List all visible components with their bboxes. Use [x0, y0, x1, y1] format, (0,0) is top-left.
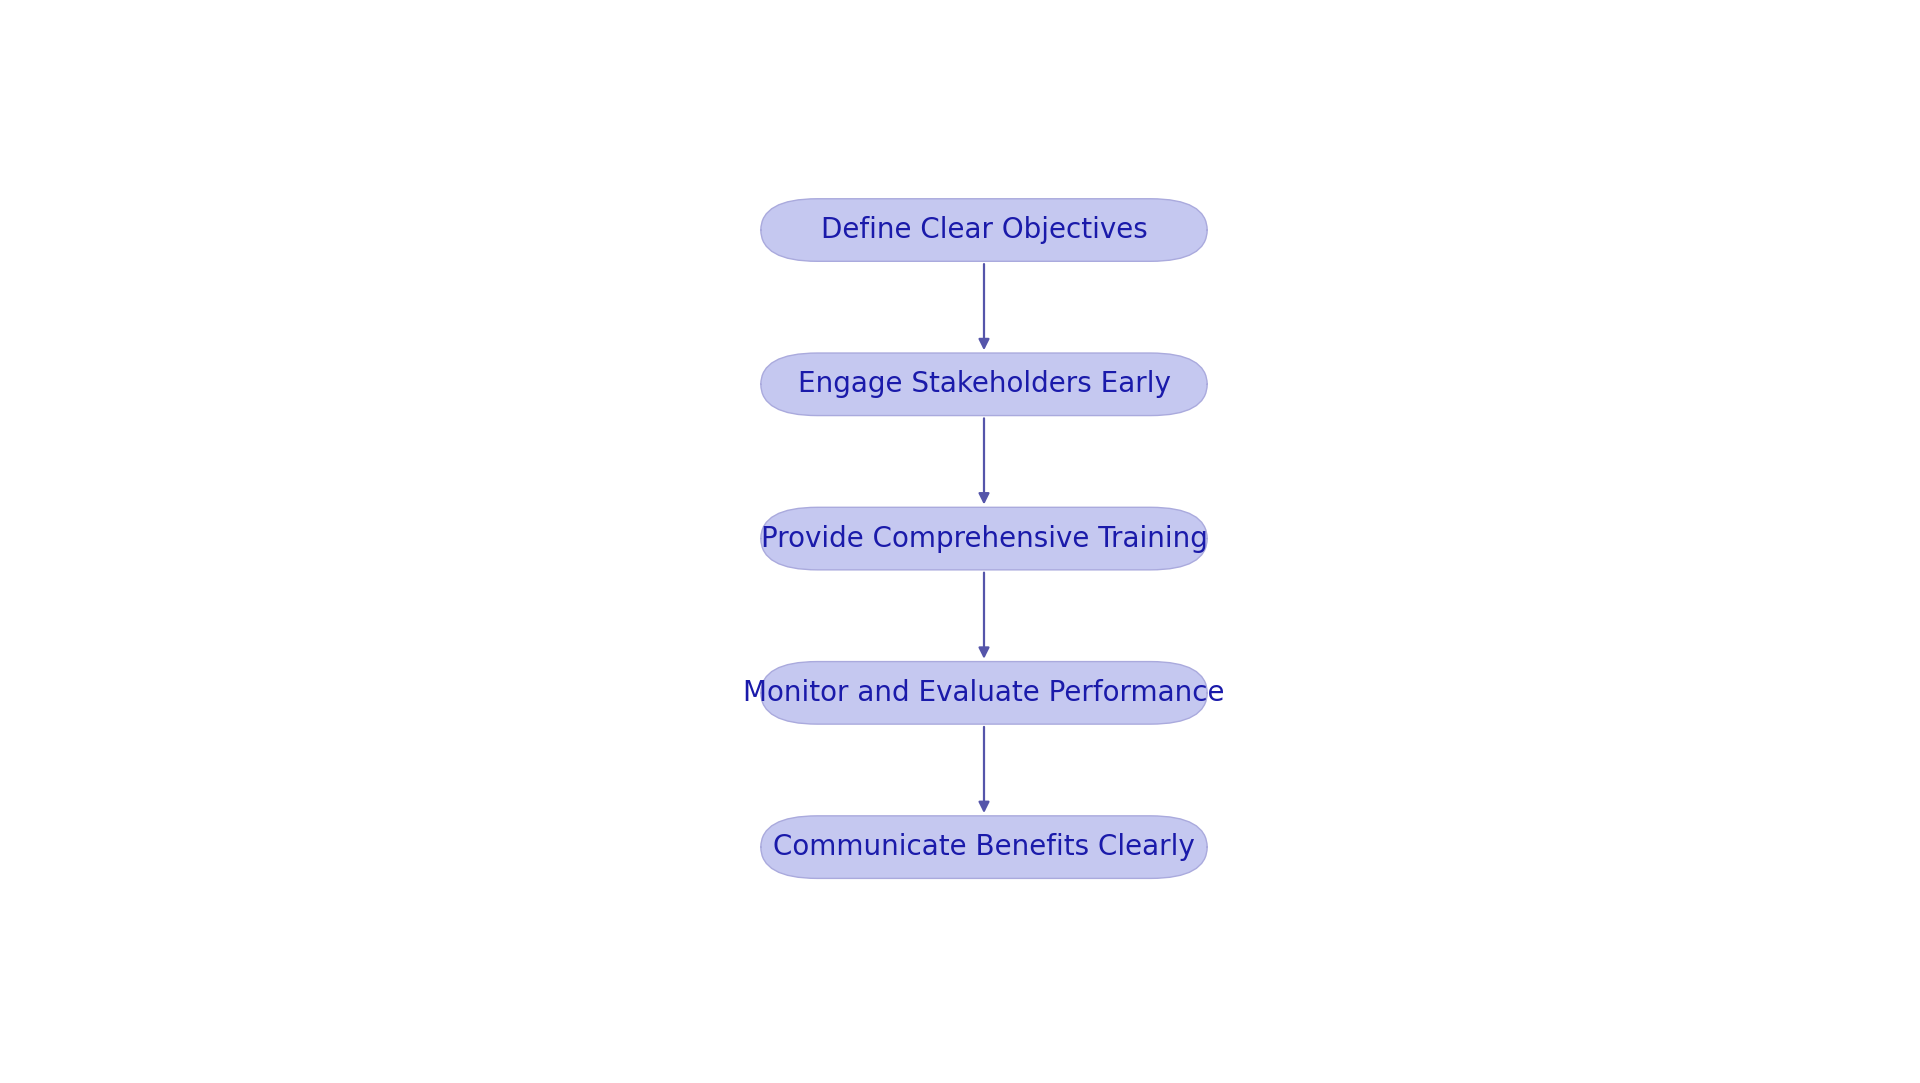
- FancyBboxPatch shape: [760, 199, 1208, 261]
- Text: Communicate Benefits Clearly: Communicate Benefits Clearly: [774, 833, 1194, 861]
- Text: Provide Comprehensive Training: Provide Comprehensive Training: [760, 524, 1208, 552]
- Text: Engage Stakeholders Early: Engage Stakeholders Early: [797, 370, 1171, 399]
- Text: Monitor and Evaluate Performance: Monitor and Evaluate Performance: [743, 679, 1225, 707]
- FancyBboxPatch shape: [760, 815, 1208, 878]
- FancyBboxPatch shape: [760, 353, 1208, 416]
- FancyBboxPatch shape: [760, 662, 1208, 725]
- Text: Define Clear Objectives: Define Clear Objectives: [820, 216, 1148, 244]
- FancyBboxPatch shape: [760, 507, 1208, 570]
